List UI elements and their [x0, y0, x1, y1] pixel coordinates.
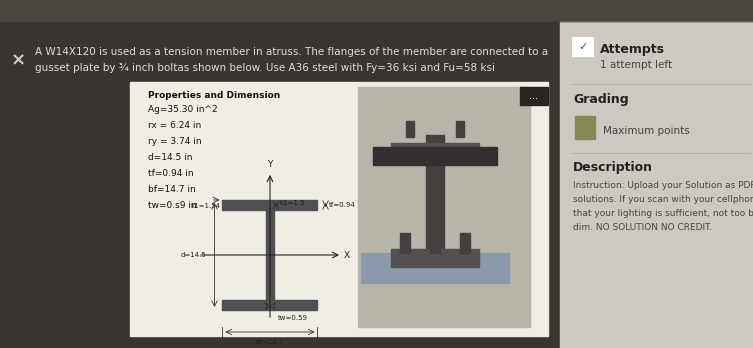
Text: X: X	[344, 251, 350, 260]
Bar	[582, 134, 588, 139]
Bar	[582, 128, 588, 133]
Text: ✓: ✓	[578, 42, 587, 52]
Bar	[373, 147, 498, 165]
Text: dim. NO SOLUTION NO CREDIT.: dim. NO SOLUTION NO CREDIT.	[573, 222, 712, 231]
Bar	[361, 253, 509, 283]
Bar	[0, 0, 753, 22]
Bar	[575, 122, 581, 127]
Text: tw=0.s9 in: tw=0.s9 in	[148, 201, 197, 211]
Bar	[222, 300, 318, 310]
Text: bf=14.7 in: bf=14.7 in	[148, 185, 196, 195]
Bar	[520, 87, 548, 105]
Bar	[575, 128, 581, 133]
Text: d=14.5 in: d=14.5 in	[148, 153, 193, 163]
Text: that your lighting is sufficient, not too bri: that your lighting is sufficient, not to…	[573, 208, 753, 218]
Bar	[572, 113, 598, 142]
Text: d=14.5: d=14.5	[181, 252, 206, 258]
Text: ...: ...	[529, 91, 538, 101]
Bar	[589, 122, 595, 127]
Text: Description: Description	[573, 161, 653, 174]
Text: tf=0.94 in: tf=0.94 in	[148, 169, 194, 179]
Text: bf=14.7: bf=14.7	[256, 339, 284, 345]
Bar	[266, 210, 274, 300]
Bar	[130, 82, 548, 336]
Bar	[426, 135, 444, 263]
Bar	[573, 38, 593, 56]
Bar	[560, 22, 753, 348]
Text: A W14X120 is used as a tension member in atruss. The flanges of the member are c: A W14X120 is used as a tension member in…	[35, 47, 548, 57]
Text: tw=0.59: tw=0.59	[278, 315, 308, 321]
Bar	[401, 233, 410, 253]
Bar	[589, 116, 595, 121]
Text: Ag=35.30 in^2: Ag=35.30 in^2	[148, 105, 218, 114]
Bar	[0, 22, 560, 348]
Text: gusset plate by ¾ inch boltas shown below. Use A36 steel with Fy=36 ksi and Fu=5: gusset plate by ¾ inch boltas shown belo…	[35, 63, 495, 73]
Bar	[460, 233, 471, 253]
Bar	[456, 121, 465, 137]
Text: k1=1.54: k1=1.54	[191, 203, 221, 209]
Bar	[392, 143, 480, 159]
Text: Grading: Grading	[573, 94, 629, 106]
Text: rx = 6.24 in: rx = 6.24 in	[148, 121, 201, 130]
Text: ×: ×	[11, 51, 26, 69]
Text: Maximum points: Maximum points	[603, 126, 690, 136]
Text: 1 attempt left: 1 attempt left	[600, 60, 672, 70]
Bar	[575, 116, 581, 121]
Bar	[392, 249, 480, 267]
Bar	[589, 128, 595, 133]
Text: Attempts: Attempts	[600, 44, 665, 56]
Text: tf=0.94: tf=0.94	[328, 202, 355, 208]
Text: ry = 3.74 in: ry = 3.74 in	[148, 137, 202, 147]
Text: Y: Y	[267, 160, 273, 169]
Text: Properties and Dimension: Properties and Dimension	[148, 92, 280, 101]
Bar	[358, 87, 530, 327]
Text: solutions. If you scan with your cellphone: solutions. If you scan with your cellpho…	[573, 195, 753, 204]
Bar	[582, 116, 588, 121]
Text: Instruction: Upload your Solution as PDF: Instruction: Upload your Solution as PDF	[573, 181, 753, 190]
Bar	[431, 233, 441, 253]
Bar	[222, 200, 318, 210]
Bar	[582, 122, 588, 127]
Bar	[589, 134, 595, 139]
Bar	[407, 121, 414, 137]
Bar	[575, 134, 581, 139]
Text: k1=1.5: k1=1.5	[279, 200, 305, 206]
